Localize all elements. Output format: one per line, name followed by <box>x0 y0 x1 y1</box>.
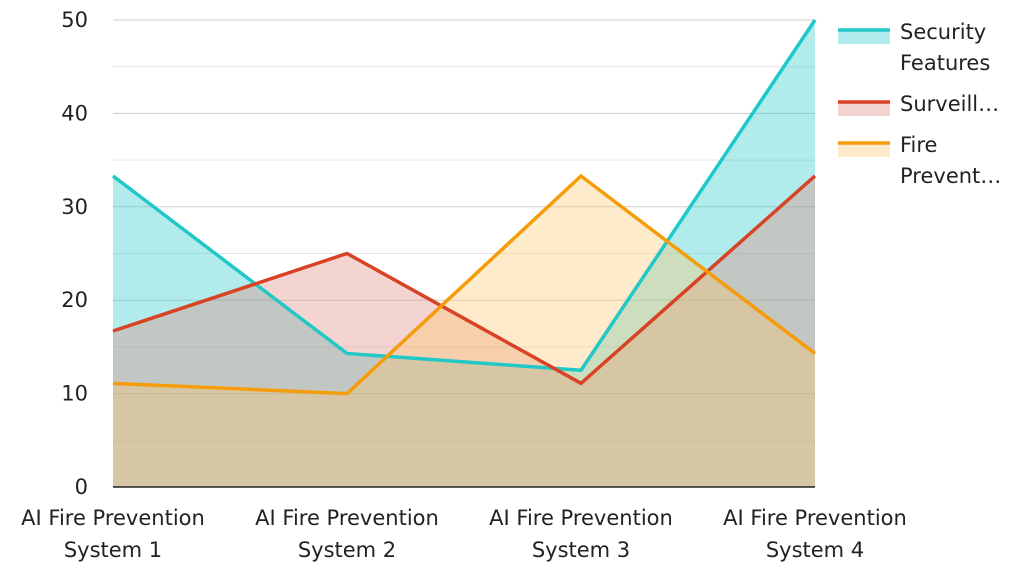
legend-item-2[interactable]: Surveill… <box>838 92 999 116</box>
series-area-3 <box>113 175 815 487</box>
legend-item-3[interactable]: Fire Prevent… <box>838 133 1001 188</box>
series-lines <box>111 19 817 396</box>
x-tick-label: System 4 <box>766 538 864 562</box>
y-tick-label: 40 <box>61 101 88 125</box>
x-tick-label: AI Fire Prevention <box>489 506 673 530</box>
legend-label: Features <box>900 51 990 75</box>
x-axis-tick-labels: AI Fire Prevention System 1 AI Fire Preven… <box>21 506 907 562</box>
legend-item-1[interactable]: Security Features <box>838 20 990 75</box>
legend-swatch <box>838 30 890 44</box>
y-tick-label: 0 <box>75 475 88 499</box>
y-tick-label: 20 <box>61 288 88 312</box>
series-areas <box>113 20 815 487</box>
x-tick-label: AI Fire Prevention <box>21 506 205 530</box>
series-line-2 <box>112 174 817 386</box>
x-tick-label: System 3 <box>532 538 630 562</box>
series-line-1 <box>111 19 817 373</box>
series-area-1 <box>113 20 815 487</box>
legend-swatch <box>838 143 890 157</box>
legend-label: Security <box>900 20 986 44</box>
y-tick-label: 50 <box>61 8 88 32</box>
y-tick-label: 10 <box>61 382 88 406</box>
legend-label: Fire <box>900 133 937 157</box>
y-tick-label: 30 <box>61 195 88 219</box>
y-axis-tick-labels: 0 10 20 30 40 50 <box>61 8 88 499</box>
series-area-2 <box>113 175 815 487</box>
x-tick-label: AI Fire Prevention <box>255 506 439 530</box>
legend-label: Surveill… <box>900 92 999 116</box>
grid-lines <box>113 19 815 441</box>
legend[interactable]: Security Features Surveill… Fire Prevent… <box>838 20 1001 188</box>
x-tick-label: System 2 <box>298 538 396 562</box>
legend-swatch <box>838 102 890 116</box>
x-tick-label: System 1 <box>64 538 162 562</box>
legend-label: Prevent… <box>900 164 1001 188</box>
x-tick-label: AI Fire Prevention <box>723 506 907 530</box>
series-line-3 <box>112 173 817 396</box>
